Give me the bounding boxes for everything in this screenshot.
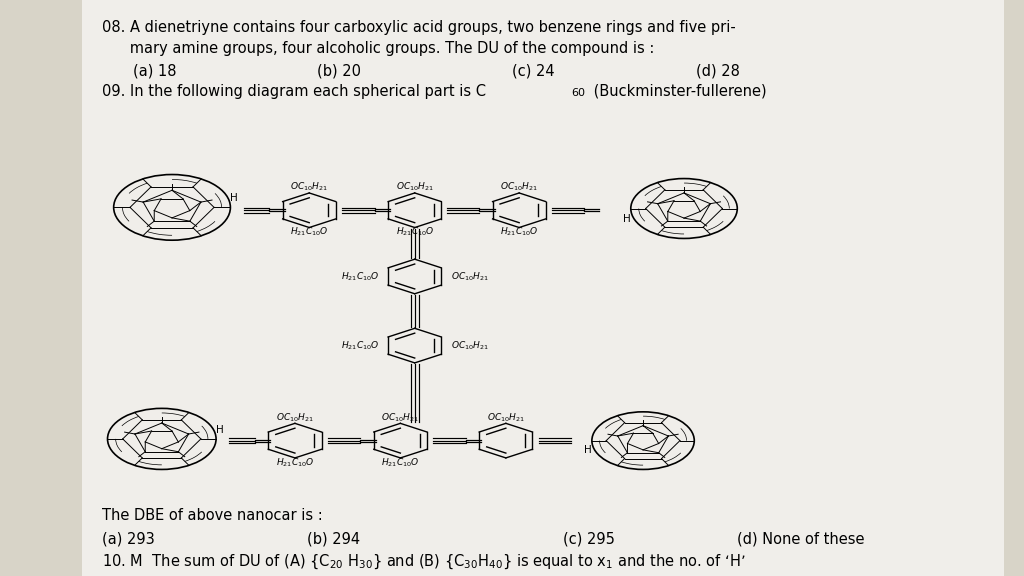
Text: $H_{21}C_{10}O$: $H_{21}C_{10}O$ bbox=[275, 456, 314, 469]
Text: mary amine groups, four alcoholic groups. The DU of the compound is :: mary amine groups, four alcoholic groups… bbox=[102, 41, 654, 56]
Text: H: H bbox=[584, 445, 592, 455]
Text: $H_{21}C_{10}O$: $H_{21}C_{10}O$ bbox=[341, 339, 379, 352]
Text: (d) None of these: (d) None of these bbox=[737, 531, 865, 546]
Text: $OC_{10}H_{21}$: $OC_{10}H_{21}$ bbox=[451, 339, 488, 352]
Text: $OC_{10}H_{21}$: $OC_{10}H_{21}$ bbox=[500, 181, 539, 194]
Text: (b) 294: (b) 294 bbox=[307, 531, 360, 546]
Text: $OC_{10}H_{21}$: $OC_{10}H_{21}$ bbox=[290, 181, 329, 194]
Text: $OC_{10}H_{21}$: $OC_{10}H_{21}$ bbox=[486, 411, 525, 424]
FancyBboxPatch shape bbox=[82, 0, 1004, 576]
Text: 10. M  The sum of DU of (A) {C$_{20}$ H$_{30}$} and (B) {C$_{30}$H$_{40}$} is eq: 10. M The sum of DU of (A) {C$_{20}$ H$_… bbox=[102, 553, 745, 571]
Text: (c) 24: (c) 24 bbox=[512, 63, 555, 78]
Text: 08. A dienetriyne contains four carboxylic acid groups, two benzene rings and fi: 08. A dienetriyne contains four carboxyl… bbox=[102, 20, 736, 35]
Text: $H_{21}C_{10}O$: $H_{21}C_{10}O$ bbox=[500, 226, 539, 238]
Text: (Buckminster-fullerene): (Buckminster-fullerene) bbox=[589, 84, 766, 98]
Text: H: H bbox=[216, 425, 224, 435]
Text: (c) 295: (c) 295 bbox=[563, 531, 615, 546]
Text: (a) 293: (a) 293 bbox=[102, 531, 156, 546]
Text: $OC_{10}H_{21}$: $OC_{10}H_{21}$ bbox=[275, 411, 314, 424]
Text: $OC_{10}H_{21}$: $OC_{10}H_{21}$ bbox=[381, 411, 420, 424]
Text: H: H bbox=[229, 193, 238, 203]
Text: $H_{21}C_{10}O$: $H_{21}C_{10}O$ bbox=[341, 270, 379, 283]
Text: (a) 18: (a) 18 bbox=[133, 63, 176, 78]
Text: $H_{21}C_{10}O$: $H_{21}C_{10}O$ bbox=[290, 226, 329, 238]
Text: $H_{21}C_{10}O$: $H_{21}C_{10}O$ bbox=[381, 456, 420, 469]
Text: 60: 60 bbox=[571, 88, 586, 98]
Text: $OC_{10}H_{21}$: $OC_{10}H_{21}$ bbox=[395, 181, 434, 194]
Text: $OC_{10}H_{21}$: $OC_{10}H_{21}$ bbox=[451, 270, 488, 283]
Text: 09. In the following diagram each spherical part is C: 09. In the following diagram each spheri… bbox=[102, 84, 486, 98]
Text: (d) 28: (d) 28 bbox=[696, 63, 740, 78]
Text: H: H bbox=[623, 214, 631, 225]
Text: $H_{21}C_{10}O$: $H_{21}C_{10}O$ bbox=[395, 226, 434, 238]
Text: The DBE of above nanocar is :: The DBE of above nanocar is : bbox=[102, 508, 324, 523]
Text: (b) 20: (b) 20 bbox=[317, 63, 361, 78]
